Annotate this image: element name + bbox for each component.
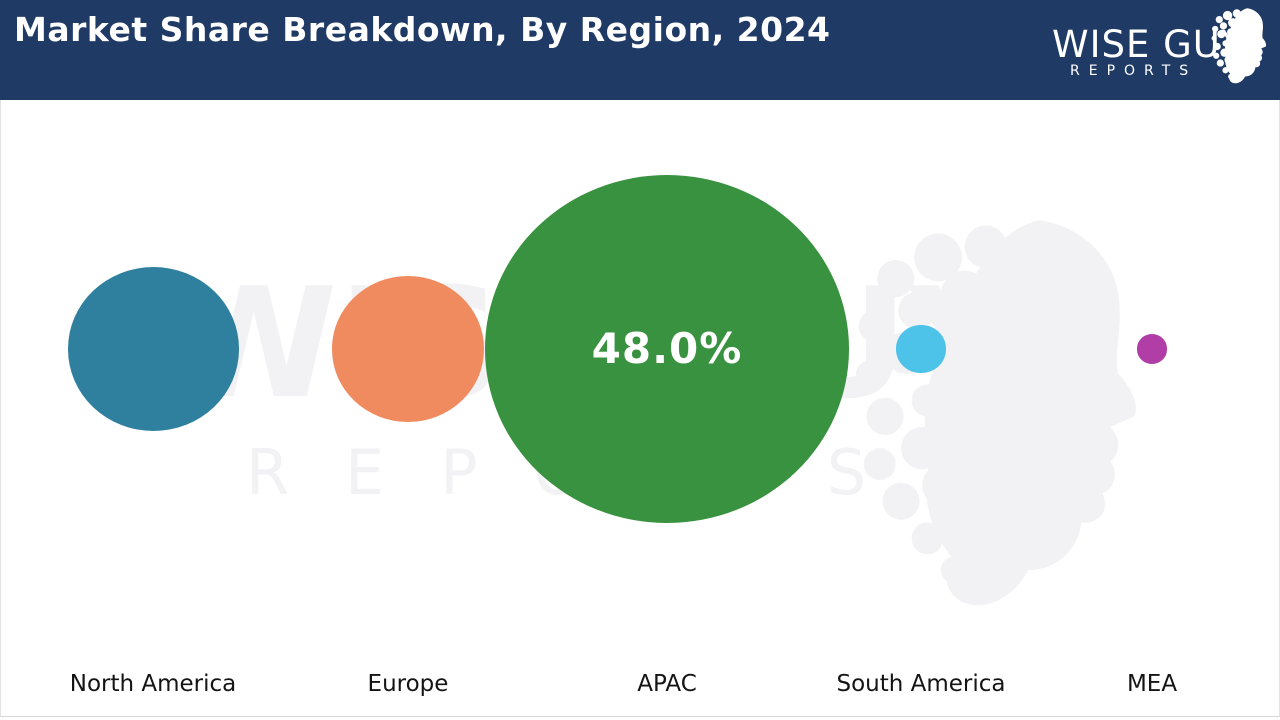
chart-title: Market Share Breakdown, By Region, 2024 — [14, 10, 831, 49]
logo-text-wise-guy: WISE GUY — [1052, 23, 1245, 66]
logo-head-icon — [1211, 8, 1267, 84]
x-label-mea: MEA — [1126, 671, 1178, 697]
x-label-south-america: South America — [836, 671, 1006, 697]
plot-area: WISE GUY REPORTS 48.0% North AmericaEuro… — [0, 100, 1280, 720]
bubble-value-label-apac: 48.0% — [591, 324, 743, 374]
watermark-head-icon — [855, 220, 1136, 606]
bubble-mea — [1136, 334, 1168, 364]
bubble-apac: 48.0% — [484, 174, 850, 524]
header-bar: Market Share Breakdown, By Region, 2024 … — [0, 0, 1280, 100]
x-label-north-america: North America — [69, 671, 237, 697]
figure-edge-bottom — [0, 716, 1280, 717]
wise-guy-logo: WISE GUY REPORTS — [1026, 6, 1267, 96]
logo-text-reports: REPORTS — [1070, 63, 1198, 79]
bubble-south-america — [896, 325, 946, 373]
bubble-north-america — [67, 267, 239, 431]
figure-edge-left — [0, 100, 1, 717]
x-label-apac: APAC — [637, 671, 697, 697]
bubble-europe — [332, 276, 484, 422]
x-label-europe: Europe — [367, 671, 449, 697]
